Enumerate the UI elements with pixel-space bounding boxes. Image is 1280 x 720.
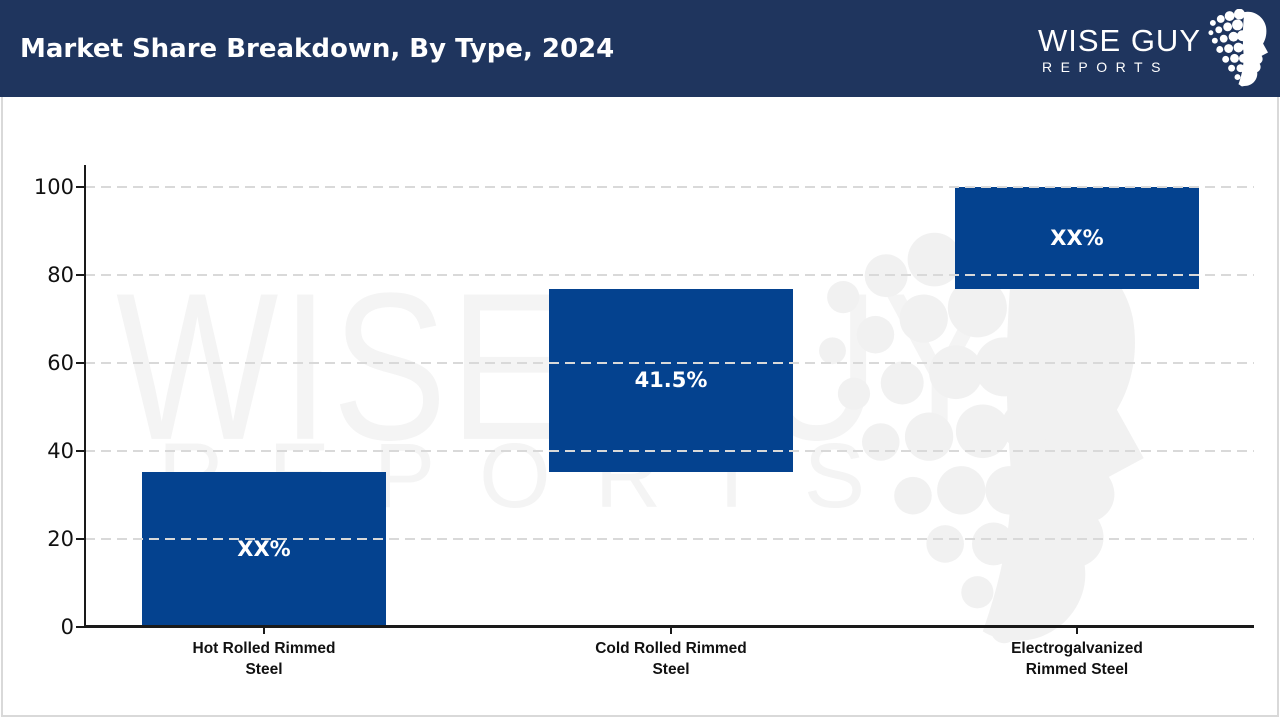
x-axis-line [84, 625, 1254, 628]
bar-value-label: 41.5% [634, 368, 708, 393]
y-tick-label: 80 [47, 263, 74, 287]
bar-value-label: XX% [237, 537, 291, 562]
gridline [85, 450, 1254, 452]
gridline [85, 274, 1254, 276]
category-label: Cold Rolled Rimmed Steel [595, 640, 747, 678]
y-tick-label: 60 [47, 351, 74, 375]
logo-name: WISE GUY [1037, 22, 1201, 58]
category-label: Hot Rolled Rimmed Steel [192, 640, 336, 678]
gridline [85, 362, 1254, 364]
wiseguy-logo: WISE GUY REPORTS [1038, 7, 1268, 91]
y-tick-mark [76, 186, 85, 188]
x-tick-mark [263, 627, 265, 634]
y-tick-mark [76, 362, 85, 364]
bar-value-label: XX% [1050, 226, 1104, 251]
y-tick-mark [76, 450, 85, 452]
gridline [85, 538, 1254, 540]
y-tick-mark [76, 626, 85, 628]
y-tick-label: 40 [47, 439, 74, 463]
logo-head-icon [1205, 9, 1268, 90]
bar-segment: XX% [955, 187, 1199, 290]
logo-subtitle: REPORTS [1041, 58, 1169, 75]
y-tick-mark [76, 538, 85, 540]
gridline [85, 186, 1254, 188]
x-tick-mark [670, 627, 672, 634]
bar-segment: XX% [142, 471, 386, 627]
y-tick-mark [76, 274, 85, 276]
y-tick-label: 20 [47, 527, 74, 551]
y-axis-line [84, 165, 86, 628]
logo-text: WISE GUY REPORTS [1038, 25, 1201, 74]
y-tick-label: 100 [33, 175, 74, 199]
x-tick-mark [1076, 627, 1078, 634]
y-tick-label: 0 [60, 615, 74, 639]
bar-segment: 41.5% [549, 289, 793, 472]
category-label: Electrogalvanized Rimmed Steel [1011, 640, 1143, 678]
header-bar: Market Share Breakdown, By Type, 2024 WI… [0, 0, 1280, 97]
page-title: Market Share Breakdown, By Type, 2024 [20, 33, 615, 64]
